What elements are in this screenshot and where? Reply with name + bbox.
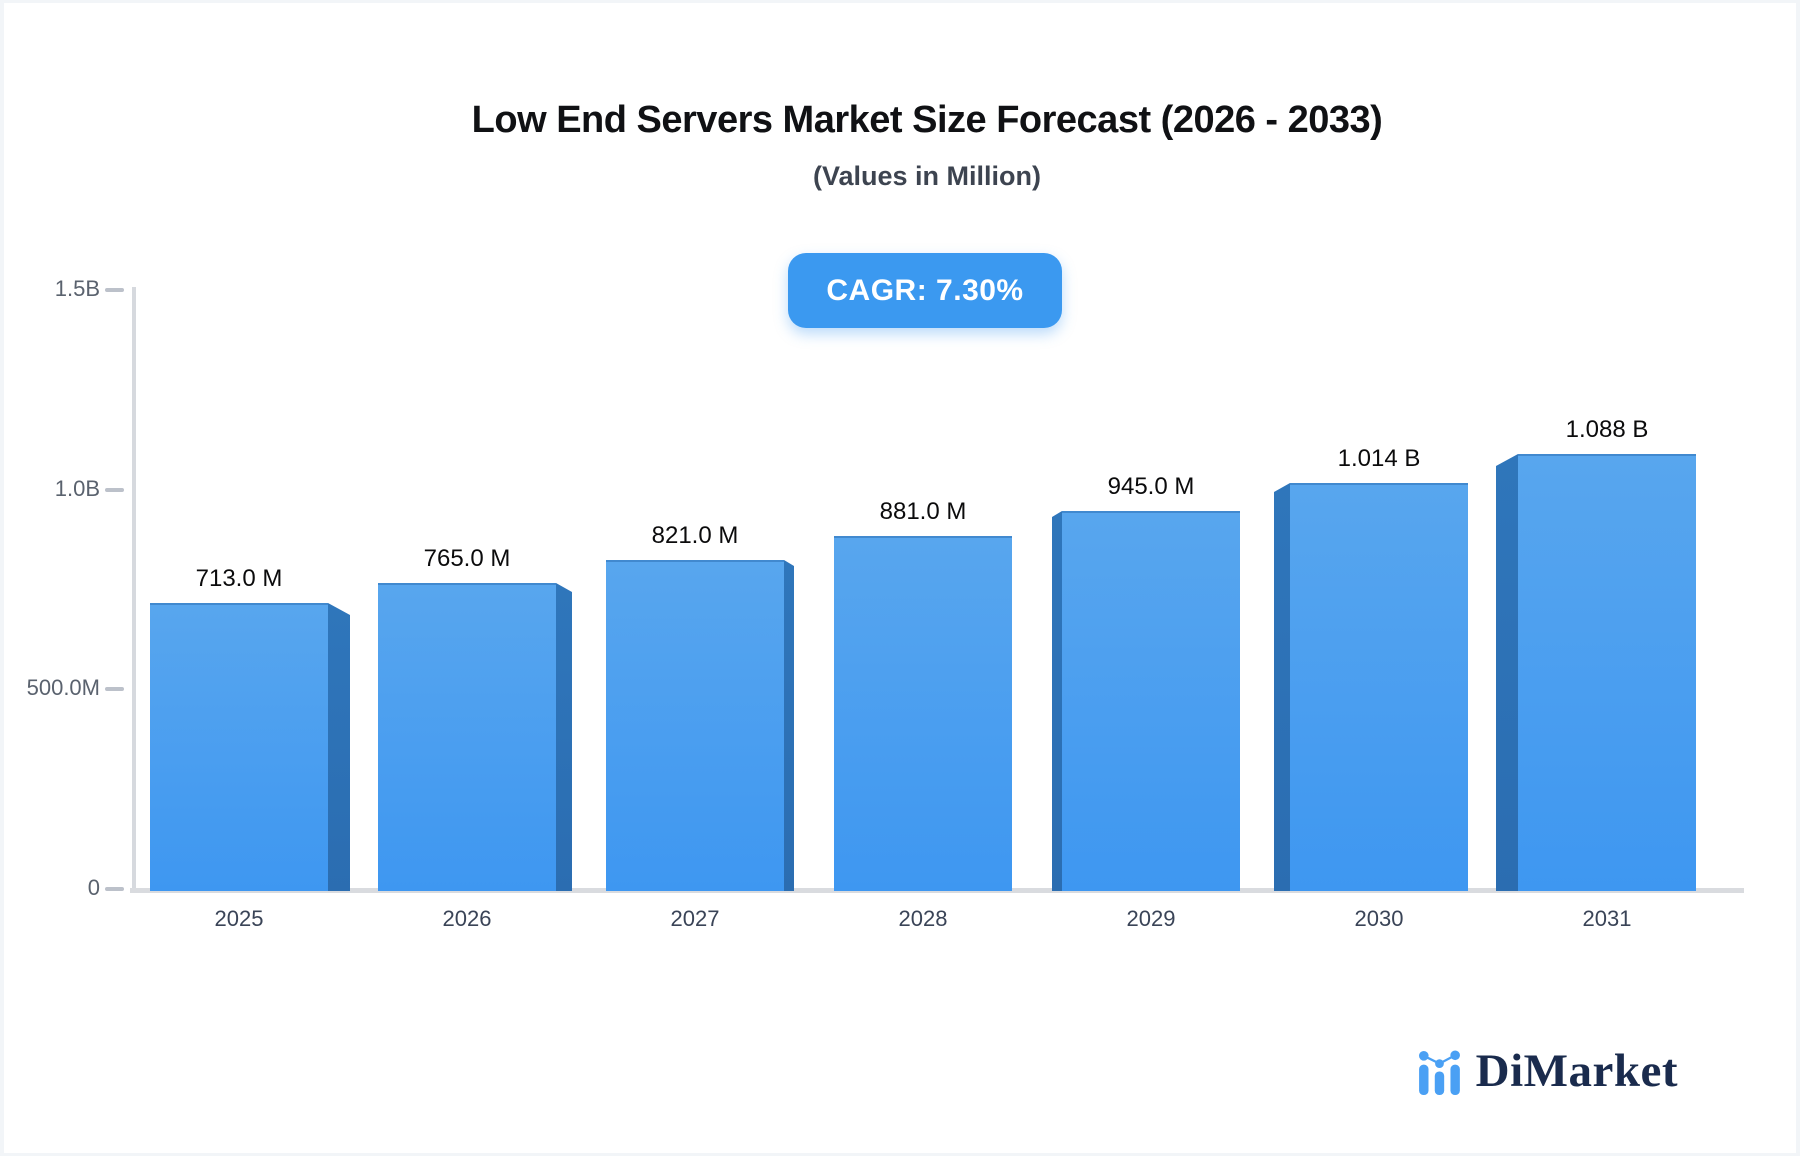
chart-title: Low End Servers Market Size Forecast (20… (471, 99, 1383, 141)
bar-value-label: 713.0 M (195, 565, 283, 592)
bar-value-label: 1.014 B (1337, 445, 1421, 472)
y-axis-line (132, 287, 136, 892)
bar-3d-side-2026 (556, 583, 572, 891)
bar-value-label: 881.0 M (879, 498, 967, 525)
chart-card: Low End Servers Market Size Forecast (20… (4, 3, 1796, 1153)
bar-value-label: 945.0 M (1107, 473, 1195, 500)
y-tick-label: 1.0B (54, 476, 100, 501)
bar-value-label: 765.0 M (423, 545, 511, 572)
x-axis-label-2027: 2027 (670, 906, 720, 931)
bar-2029[interactable] (1062, 511, 1240, 891)
bar-2026[interactable] (378, 583, 556, 891)
dimarket-logo-text: DiMarket (1475, 1045, 1678, 1097)
y-tick-mark (105, 687, 124, 691)
bar-value-label: 821.0 M (651, 522, 739, 549)
bar-2027[interactable] (606, 560, 784, 891)
dimarket-logo: DiMarket (1417, 1043, 1678, 1095)
cagr-badge-label: CAGR: 7.30% (826, 273, 1024, 307)
y-tick-mark (105, 488, 124, 492)
y-tick-label: 500.0M (26, 675, 100, 700)
bar-chart-plot-area: 1.5B 1.0B 500.0M 0 713.0 M 2025 765.0 M 2026 821… (4, 3, 1796, 1153)
bar-2025[interactable] (150, 603, 328, 891)
x-axis-label-2031: 2031 (1582, 906, 1632, 931)
chart-subtitle: (Values in Million) (812, 161, 1042, 191)
bar-3d-side-2025 (328, 603, 350, 891)
bar-3d-side-2030 (1274, 483, 1290, 891)
x-axis-label-2030: 2030 (1354, 906, 1404, 931)
bar-3d-side-2027 (784, 560, 794, 891)
x-axis-label-2025: 2025 (214, 906, 264, 931)
y-tick-mark (105, 887, 124, 891)
bar-2030[interactable] (1290, 483, 1468, 891)
x-axis-label-2028: 2028 (898, 906, 948, 931)
y-tick-label: 0 (87, 875, 100, 900)
bar-3d-side-2029 (1052, 511, 1062, 891)
cagr-badge: CAGR: 7.30% (788, 253, 1062, 328)
y-tick-label: 1.5B (54, 276, 100, 301)
x-axis-label-2029: 2029 (1126, 906, 1176, 931)
x-axis-label-2026: 2026 (442, 906, 492, 931)
y-tick-mark (105, 288, 124, 292)
bar-3d-side-2031 (1496, 454, 1518, 891)
bar-2031[interactable] (1518, 454, 1696, 891)
bar-2028[interactable] (834, 536, 1012, 891)
bar-value-label: 1.088 B (1565, 416, 1649, 443)
mini-bar-chart-icon (1418, 1050, 1460, 1095)
